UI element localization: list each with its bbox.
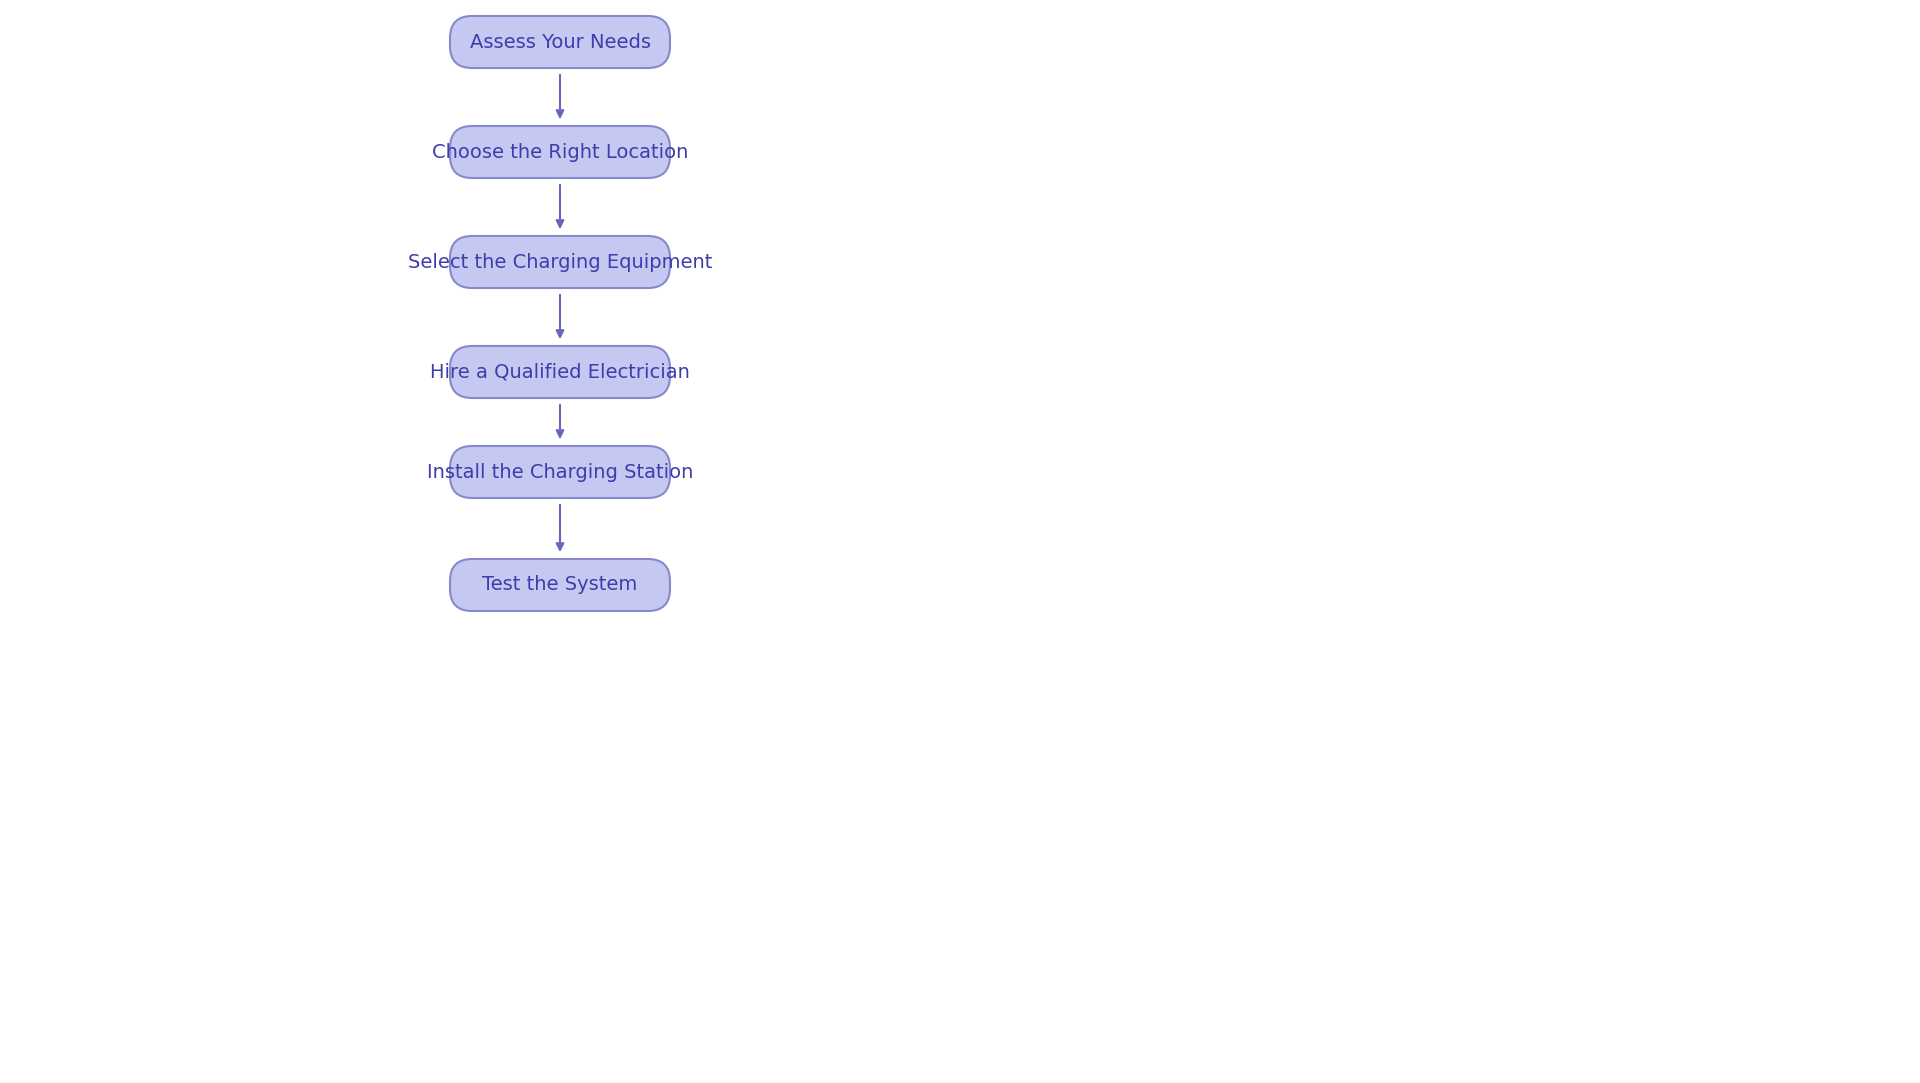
FancyBboxPatch shape — [449, 446, 670, 498]
FancyBboxPatch shape — [449, 126, 670, 178]
FancyBboxPatch shape — [449, 236, 670, 288]
FancyBboxPatch shape — [449, 345, 670, 397]
Text: Install the Charging Station: Install the Charging Station — [426, 462, 693, 482]
FancyBboxPatch shape — [449, 16, 670, 68]
Text: Hire a Qualified Electrician: Hire a Qualified Electrician — [430, 363, 689, 381]
Text: Select the Charging Equipment: Select the Charging Equipment — [407, 252, 712, 272]
Text: Choose the Right Location: Choose the Right Location — [432, 143, 687, 161]
Text: Assess Your Needs: Assess Your Needs — [470, 32, 651, 52]
Text: Test the System: Test the System — [482, 575, 637, 595]
FancyBboxPatch shape — [449, 559, 670, 611]
